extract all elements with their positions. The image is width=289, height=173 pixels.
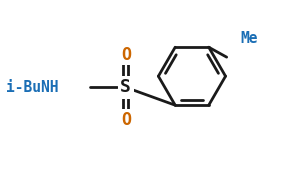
Text: i-BuNH: i-BuNH [6,80,59,95]
Text: S: S [120,78,131,96]
Text: O: O [121,46,131,64]
Text: Me: Me [241,31,258,46]
Text: O: O [121,111,131,129]
